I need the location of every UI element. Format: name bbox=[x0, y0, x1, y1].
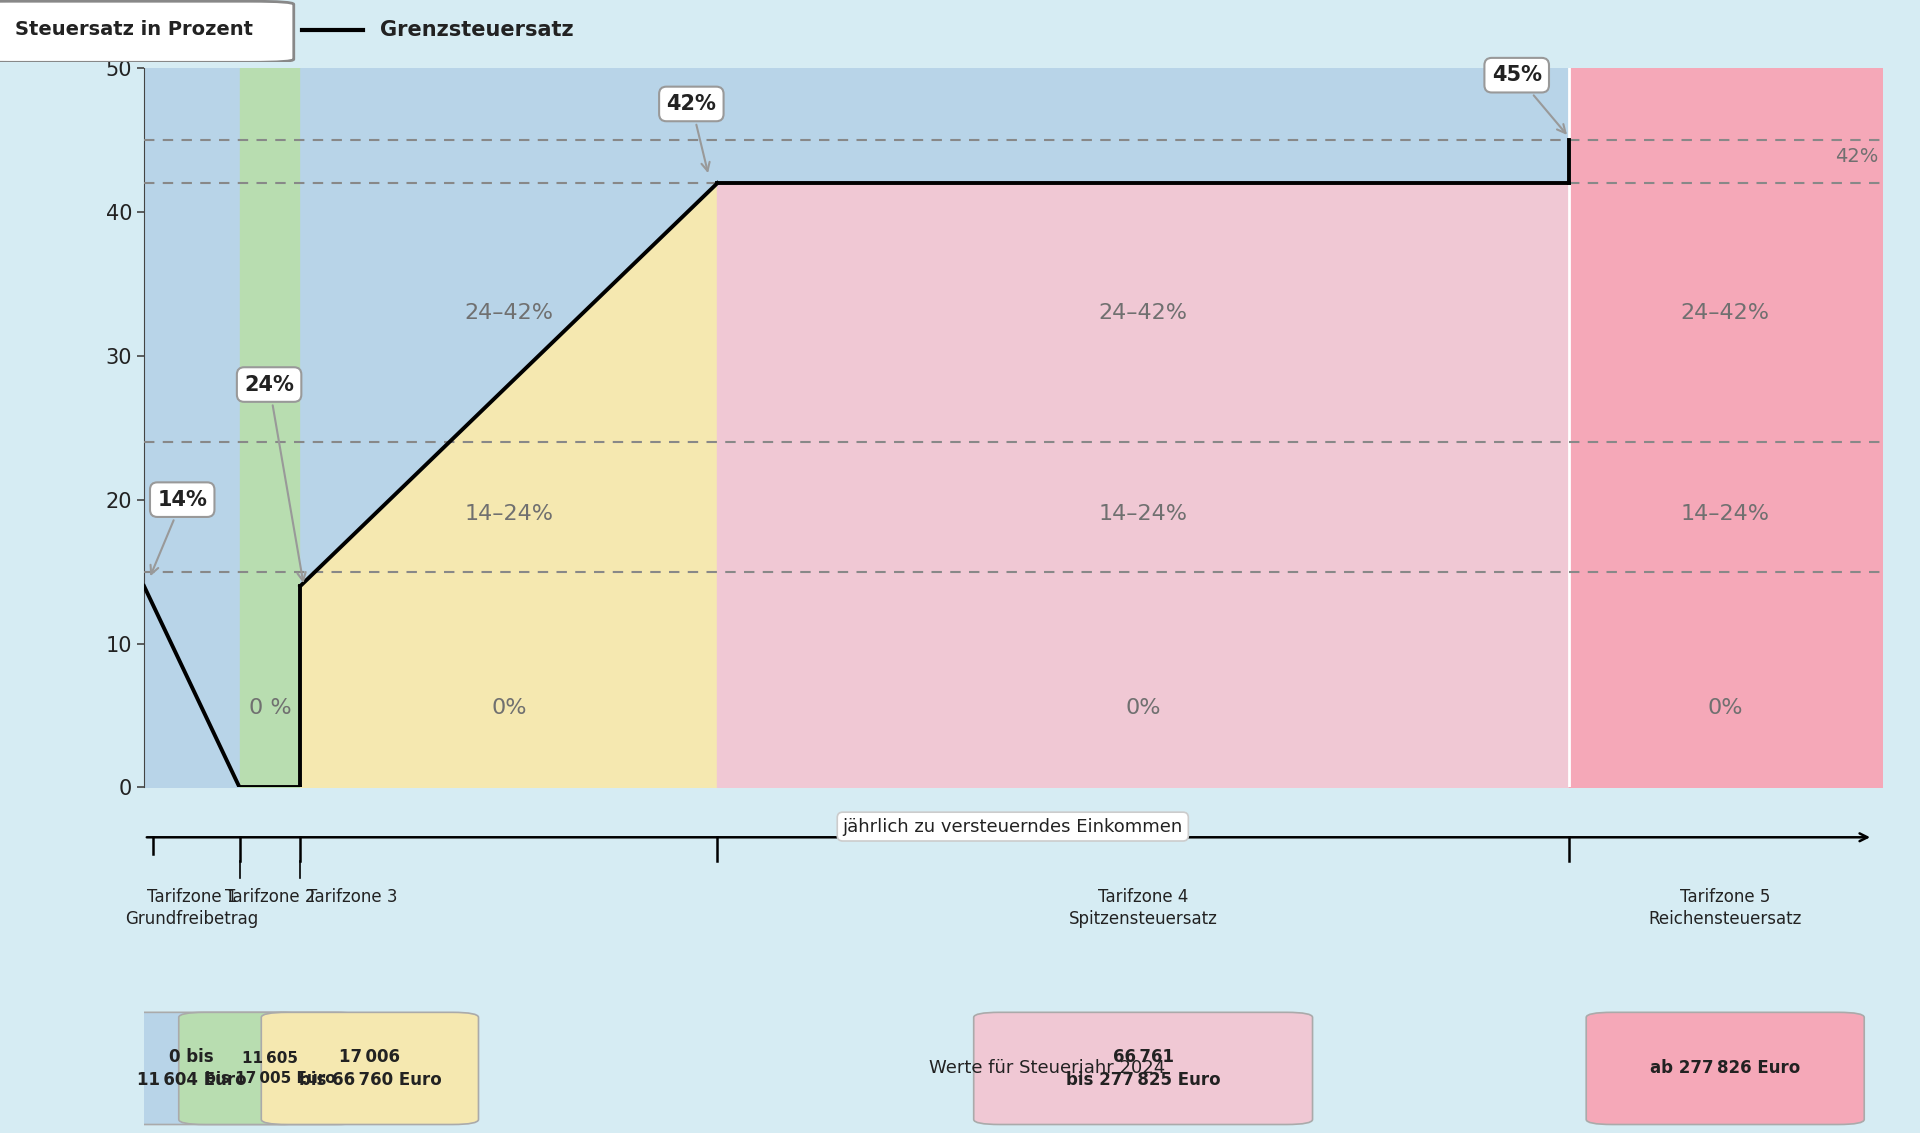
Text: 0%: 0% bbox=[1125, 698, 1162, 718]
FancyBboxPatch shape bbox=[1586, 1013, 1864, 1124]
Text: 0%: 0% bbox=[1707, 698, 1743, 718]
FancyBboxPatch shape bbox=[79, 1013, 305, 1124]
Text: 11 605
bis 17 005 Euro: 11 605 bis 17 005 Euro bbox=[205, 1051, 336, 1085]
Text: Tarifzone 5
Reichensteuersatz: Tarifzone 5 Reichensteuersatz bbox=[1649, 888, 1801, 928]
FancyBboxPatch shape bbox=[973, 1013, 1313, 1124]
Text: 14–24%: 14–24% bbox=[1098, 504, 1188, 525]
Text: jährlich zu versteuerndes Einkommen: jährlich zu versteuerndes Einkommen bbox=[843, 818, 1183, 836]
Text: 45%: 45% bbox=[1492, 66, 1565, 134]
Text: 24–42%: 24–42% bbox=[1680, 303, 1770, 323]
FancyBboxPatch shape bbox=[179, 1013, 361, 1124]
Text: 42%: 42% bbox=[1836, 147, 1878, 165]
Text: 42%: 42% bbox=[666, 94, 716, 171]
FancyBboxPatch shape bbox=[261, 1013, 478, 1124]
Text: 14%: 14% bbox=[150, 489, 207, 574]
Text: 14–24%: 14–24% bbox=[1680, 504, 1770, 525]
Text: Tarifzone 3: Tarifzone 3 bbox=[307, 888, 397, 906]
Text: 0 bis
11 604 Euro: 0 bis 11 604 Euro bbox=[136, 1048, 246, 1089]
Text: 66 761
bis 277 825 Euro: 66 761 bis 277 825 Euro bbox=[1066, 1048, 1221, 1089]
Text: 0 %: 0 % bbox=[250, 698, 292, 718]
Text: 24%: 24% bbox=[244, 375, 305, 581]
Text: 0%: 0% bbox=[492, 698, 526, 718]
Text: 17 006
bis 66 760 Euro: 17 006 bis 66 760 Euro bbox=[298, 1048, 442, 1089]
Text: Tarifzone 2: Tarifzone 2 bbox=[225, 888, 315, 906]
FancyBboxPatch shape bbox=[0, 1, 294, 62]
Text: 14–24%: 14–24% bbox=[465, 504, 553, 525]
Text: Werte für Steuerjahr 2024: Werte für Steuerjahr 2024 bbox=[929, 1059, 1165, 1077]
Text: 24–42%: 24–42% bbox=[1098, 303, 1188, 323]
Text: 24–42%: 24–42% bbox=[465, 303, 553, 323]
Text: ab 277 826 Euro: ab 277 826 Euro bbox=[1649, 1059, 1801, 1077]
Text: Steuersatz in Prozent: Steuersatz in Prozent bbox=[15, 20, 253, 40]
Text: Grenzsteuersatz: Grenzsteuersatz bbox=[380, 20, 574, 40]
Text: Tarifzone 1
Grundfreibetrag: Tarifzone 1 Grundfreibetrag bbox=[125, 888, 259, 928]
Text: Tarifzone 4
Spitzensteuersatz: Tarifzone 4 Spitzensteuersatz bbox=[1069, 888, 1217, 928]
